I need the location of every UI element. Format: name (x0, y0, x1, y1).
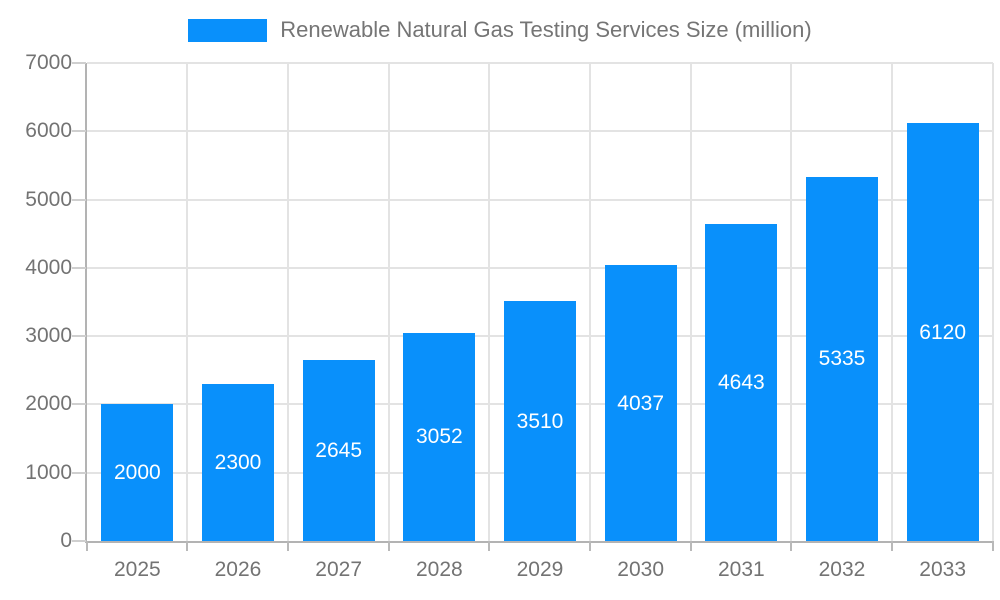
bar-2030[interactable]: 4037 (604, 265, 677, 541)
bar-2028[interactable]: 3052 (403, 332, 476, 541)
y-axis-tick (72, 403, 86, 406)
bar-2026[interactable]: 2300 (202, 383, 274, 541)
gridline-vertical (689, 63, 692, 541)
x-axis-tick (387, 541, 390, 551)
x-axis-label: 2031 (717, 558, 765, 581)
bar-2033[interactable]: 6120 (906, 123, 979, 541)
legend[interactable]: Renewable Natural Gas Testing Services S… (0, 16, 1000, 44)
bar-2025[interactable]: 2000 (101, 404, 174, 541)
x-axis-tick (286, 541, 289, 551)
x-axis-tick (588, 541, 591, 551)
x-axis-label: 2029 (516, 558, 564, 581)
gridline-vertical (186, 63, 189, 541)
bar-value-label: 6120 (919, 320, 967, 344)
legend-swatch (188, 18, 268, 42)
y-axis-tick (72, 471, 86, 474)
gridline-horizontal (87, 266, 993, 269)
bar-value-label: 2300 (214, 450, 262, 474)
y-axis-label: 2000 (25, 392, 72, 416)
x-axis-tick (85, 541, 88, 551)
gridline-vertical (991, 63, 994, 541)
x-axis-label: 2027 (315, 558, 363, 581)
bar-value-label: 2000 (113, 461, 161, 485)
legend-label: Renewable Natural Gas Testing Services S… (280, 17, 812, 42)
y-axis-tick (72, 130, 86, 133)
bar-2027[interactable]: 2645 (302, 360, 375, 541)
bar-value-label: 4643 (717, 370, 765, 394)
gridline-vertical (488, 63, 491, 541)
bar-2032[interactable]: 5335 (806, 176, 878, 541)
y-axis-label: 0 (60, 529, 72, 552)
bar-value-label: 3052 (415, 425, 463, 449)
x-axis-tick (790, 541, 793, 551)
x-axis-tick (689, 541, 692, 551)
y-axis-tick (72, 540, 86, 542)
y-axis-label: 1000 (25, 460, 72, 484)
x-axis-tick (991, 541, 994, 551)
x-axis-label: 2032 (818, 558, 866, 581)
y-axis-label: 5000 (25, 187, 72, 211)
gridline-horizontal (87, 62, 993, 64)
gridline-horizontal (87, 198, 993, 201)
bar-value-label: 5335 (818, 347, 866, 371)
y-axis-label: 7000 (25, 51, 72, 74)
plot-area: 2000 2300 2645 3052 3510 4037 4643 5335 6120 (87, 62, 994, 541)
bar-2029[interactable]: 3510 (504, 301, 576, 541)
x-axis-tick (488, 541, 491, 551)
gridline-vertical (790, 63, 793, 541)
x-axis-label: 2033 (919, 558, 967, 581)
bar-value-label: 4037 (617, 391, 665, 415)
x-axis-tick (890, 541, 893, 551)
y-axis-tick (72, 62, 86, 64)
x-axis-label: 2025 (113, 558, 161, 581)
y-axis-label: 3000 (25, 324, 72, 348)
gridline-vertical (588, 63, 591, 541)
gridline-vertical (286, 63, 289, 541)
y-axis-label: 6000 (25, 119, 72, 143)
x-axis-label: 2030 (617, 558, 665, 581)
gridline-horizontal (87, 130, 993, 133)
gridline-vertical (890, 63, 893, 541)
bar-value-label: 2645 (315, 439, 363, 463)
x-axis-line (85, 541, 993, 543)
x-axis-tick (186, 541, 189, 551)
y-axis-tick (72, 266, 86, 269)
bar-2031[interactable]: 4643 (705, 223, 778, 541)
x-axis-label: 2028 (415, 558, 463, 581)
x-axis-label: 2026 (214, 558, 262, 581)
y-axis-tick (72, 198, 86, 201)
y-axis-tick (72, 335, 86, 338)
bar-value-label: 3510 (516, 409, 564, 433)
y-axis-label: 4000 (25, 255, 72, 279)
y-axis-line (85, 63, 87, 543)
gridline-vertical (387, 63, 390, 541)
